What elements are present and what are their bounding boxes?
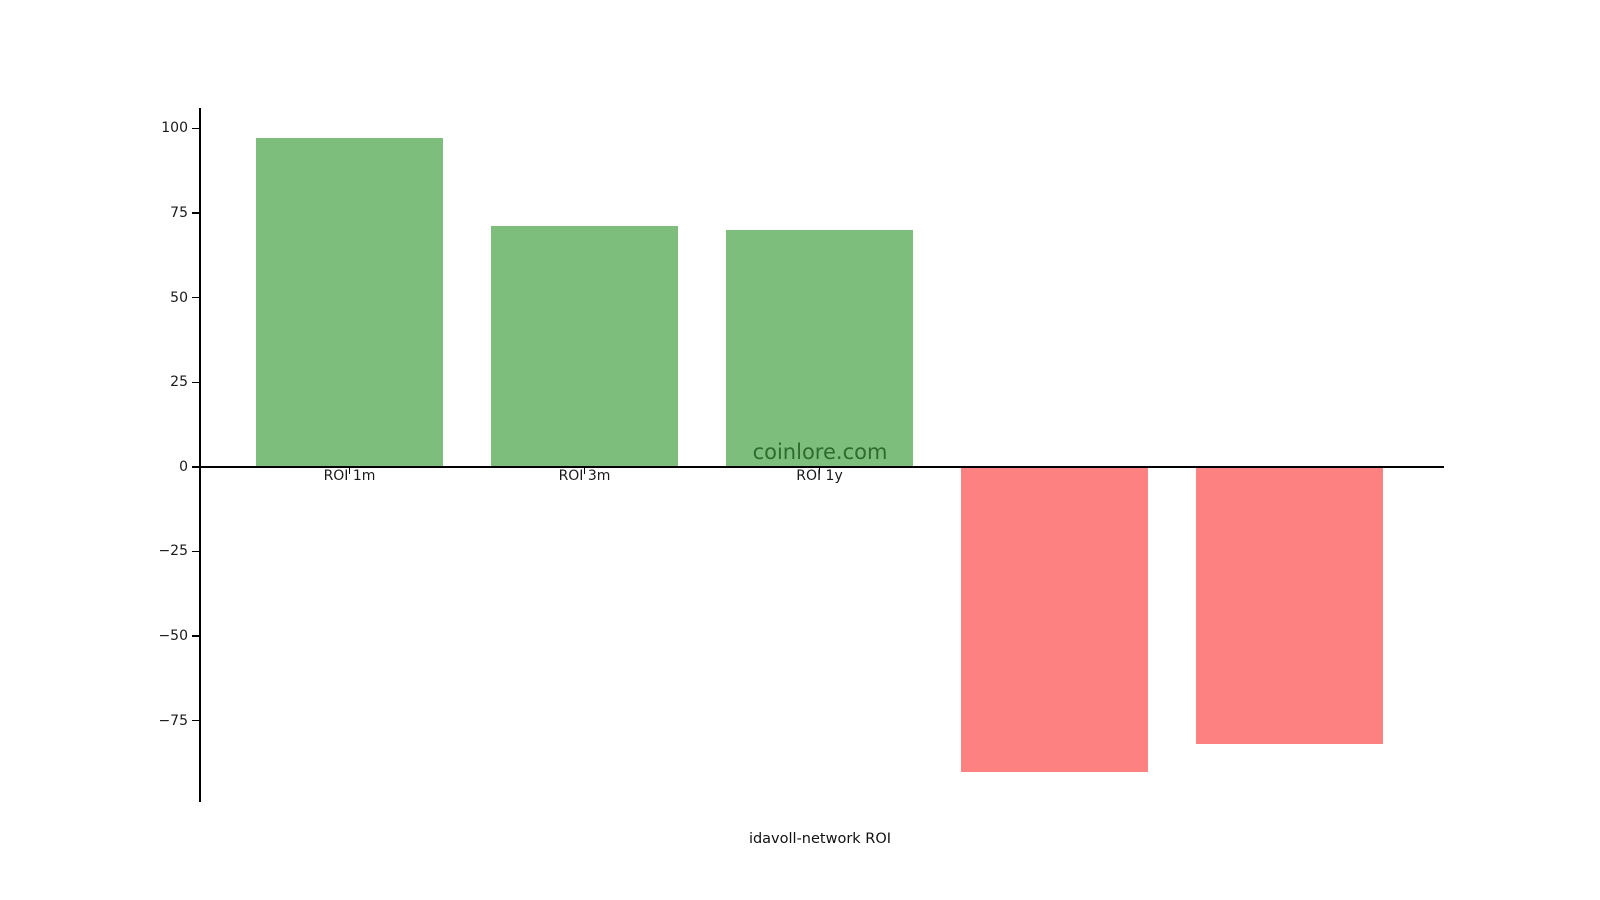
y-tick-mark <box>192 296 199 299</box>
zero-baseline <box>200 465 1444 468</box>
y-tick-mark <box>192 720 199 722</box>
bar-roi-3m <box>491 226 678 467</box>
y-tick-label: −75 <box>158 712 188 729</box>
bar-unlabeled-4 <box>961 466 1148 772</box>
watermark: coinlore.com <box>752 440 888 464</box>
y-tick-mark <box>192 466 199 468</box>
bar-roi-1y <box>726 229 913 467</box>
y-tick-mark <box>192 635 199 637</box>
y-tick-label: 0 <box>179 458 188 475</box>
y-tick-label: 50 <box>170 289 188 306</box>
y-tick-mark <box>192 127 199 129</box>
y-tick-mark <box>192 381 199 383</box>
x-tick-label: ROI 1m <box>323 468 376 485</box>
x-tick-mark <box>348 466 351 474</box>
y-tick-label: −50 <box>158 628 188 645</box>
bar-unlabeled-5 <box>1196 466 1383 745</box>
y-axis-spine <box>199 108 201 802</box>
y-tick-label: 25 <box>170 374 188 391</box>
x-tick-mark <box>583 466 586 474</box>
x-axis-label: idavoll-network ROI <box>748 831 892 847</box>
x-tick-mark <box>818 466 821 474</box>
y-tick-label: −25 <box>158 543 188 560</box>
y-tick-mark <box>192 212 199 214</box>
y-tick-label: 75 <box>170 204 188 221</box>
x-tick-label: ROI 1y <box>796 468 843 485</box>
x-tick-label: ROI 3m <box>558 468 611 485</box>
y-tick-mark <box>192 550 199 553</box>
y-tick-label: 100 <box>161 120 188 137</box>
bar-roi-1m <box>256 138 443 467</box>
